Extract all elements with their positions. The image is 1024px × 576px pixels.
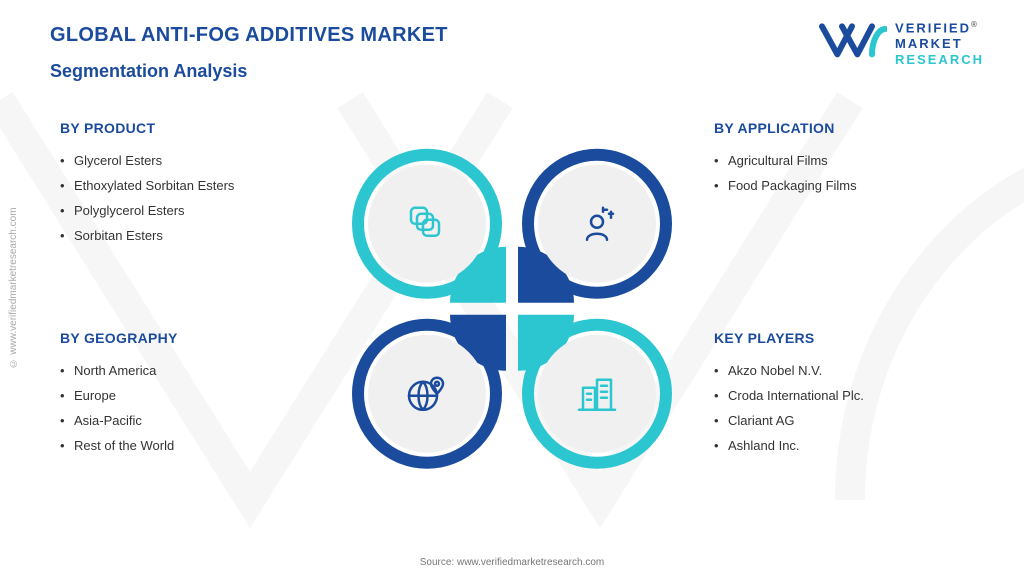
segment-key-players: KEY PLAYERS Akzo Nobel N.V. Croda Intern… xyxy=(714,330,974,458)
list-item: Ashland Inc. xyxy=(714,433,974,458)
list-item: Glycerol Esters xyxy=(60,148,320,173)
petal-geography xyxy=(352,319,502,469)
list-item: Clariant AG xyxy=(714,408,974,433)
list-item: Asia-Pacific xyxy=(60,408,320,433)
logo-line2: MARKET xyxy=(895,36,984,52)
petal-cluster xyxy=(352,149,672,469)
source-text: Source: www.verifiedmarketresearch.com xyxy=(0,557,1024,568)
list-item: Europe xyxy=(60,383,320,408)
segment-product: BY PRODUCT Glycerol Esters Ethoxylated S… xyxy=(60,120,320,248)
petal-application xyxy=(522,149,672,299)
segment-heading: BY APPLICATION xyxy=(714,120,974,136)
page-subtitle: Segmentation Analysis xyxy=(50,61,448,82)
logo-reg: ® xyxy=(971,20,979,29)
segment-list: Akzo Nobel N.V. Croda International Plc.… xyxy=(714,358,974,458)
list-item: Croda International Plc. xyxy=(714,383,974,408)
list-item: Agricultural Films xyxy=(714,148,974,173)
header: GLOBAL ANTI-FOG ADDITIVES MARKET Segment… xyxy=(50,24,448,82)
list-item: Polyglycerol Esters xyxy=(60,198,320,223)
segment-application: BY APPLICATION Agricultural Films Food P… xyxy=(714,120,974,198)
list-item: Ethoxylated Sorbitan Esters xyxy=(60,173,320,198)
segment-list: North America Europe Asia-Pacific Rest o… xyxy=(60,358,320,458)
layers-icon xyxy=(368,165,486,283)
list-item: Sorbitan Esters xyxy=(60,223,320,248)
globe-pin-icon xyxy=(368,335,486,453)
segment-heading: KEY PLAYERS xyxy=(714,330,974,346)
logo-line3: RESEARCH xyxy=(895,52,984,68)
segment-list: Glycerol Esters Ethoxylated Sorbitan Est… xyxy=(60,148,320,248)
segment-list: Agricultural Films Food Packaging Films xyxy=(714,148,974,198)
list-item: Akzo Nobel N.V. xyxy=(714,358,974,383)
person-icon xyxy=(538,165,656,283)
content-area: BY PRODUCT Glycerol Esters Ethoxylated S… xyxy=(0,110,1024,546)
petal-key-players xyxy=(522,319,672,469)
buildings-icon xyxy=(538,335,656,453)
segment-heading: BY GEOGRAPHY xyxy=(60,330,320,346)
brand-logo: VERIFIED® MARKET RESEARCH xyxy=(817,20,984,67)
list-item: North America xyxy=(60,358,320,383)
segment-geography: BY GEOGRAPHY North America Europe Asia-P… xyxy=(60,330,320,458)
segment-heading: BY PRODUCT xyxy=(60,120,320,136)
logo-line1: VERIFIED xyxy=(895,20,971,35)
list-item: Food Packaging Films xyxy=(714,173,974,198)
list-item: Rest of the World xyxy=(60,433,320,458)
page-title: GLOBAL ANTI-FOG ADDITIVES MARKET xyxy=(50,24,448,47)
logo-text: VERIFIED® MARKET RESEARCH xyxy=(895,20,984,67)
logo-mark-icon xyxy=(817,21,887,66)
petal-product xyxy=(352,149,502,299)
